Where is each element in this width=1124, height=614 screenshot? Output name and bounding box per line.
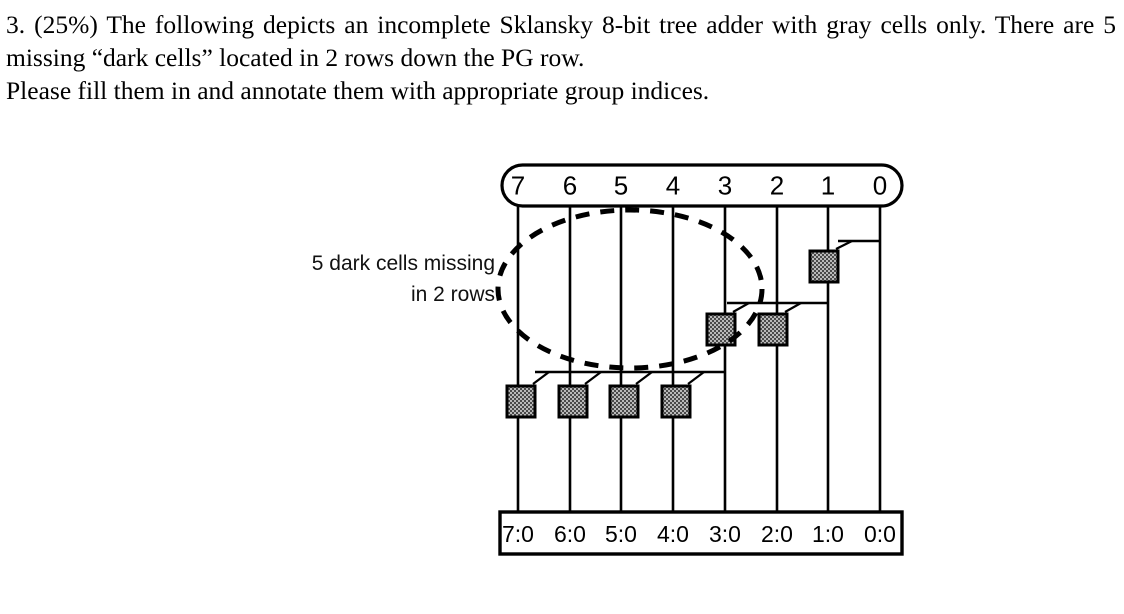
group-index-label-7-0: 7:0 [502,521,534,547]
connector-cell-row1-bit1 [835,240,853,250]
bit-index-label-2: 2 [770,171,784,201]
bit-index-label-3: 3 [718,171,732,201]
annotation-line-2: in 2 rows [410,283,495,306]
missing-cells-annotation: 5 dark cells missing in 2 rows [205,248,495,310]
cell-row3-bit5 [608,384,640,419]
problem-line-2: Please fill them in and annotate them wi… [6,76,710,105]
cell-row3-bit6 [557,384,589,419]
problem-statement: 3. (25%) The following depicts an incomp… [6,8,1116,107]
bit-index-label-7: 7 [511,171,525,201]
group-index-label-4-0: 4:0 [657,521,689,547]
cell-row2-bit2 [757,312,789,347]
bit-index-label-5: 5 [614,171,628,201]
connector-cell-row2-bit3 [732,302,750,313]
group-index-label-6-0: 6:0 [554,521,586,547]
group-index-label-2-0: 2:0 [761,521,793,547]
missing-cells-highlight-ellipse [495,207,765,371]
cell-row3-bit4-box [660,384,692,419]
group-index-label-3-0: 3:0 [709,521,741,547]
bus-horizontal-lines [535,239,880,374]
problem-line-1: 3. (25%) The following depicts an incomp… [6,10,1116,72]
cell-connector-jogs [532,240,853,385]
cell-row3-bit4 [660,384,692,419]
cell-row3-bit7 [505,384,537,419]
bit-index-label-0: 0 [873,171,887,201]
annotation-line-1: 5 dark cells missing [311,252,495,275]
sklansky-adder-diagram: 7 6 5 4 3 2 1 0 7:0 6:0 5:0 4:0 3:0 2:0 1:0 0:0 [495,163,904,556]
connector-cell-row3-bit5 [635,371,653,385]
cell-row1-bit1 [808,249,840,284]
group-index-label-1-0: 1:0 [812,521,844,547]
group-index-row: 7:0 6:0 5:0 4:0 3:0 2:0 1:0 0:0 [498,510,904,556]
bit-vertical-lines [516,206,882,512]
gray-cells [505,249,840,419]
group-index-label-5-0: 5:0 [605,521,637,547]
connector-cell-row3-bit7 [532,371,550,385]
cell-row1-bit1-box [808,249,840,284]
bit-index-row-outline [500,163,904,208]
group-index-row-outline [498,510,904,556]
cell-row3-bit5-box [608,384,640,419]
cell-row3-bit7-box [505,384,537,419]
cell-row2-bit2-box [757,312,789,347]
bit-index-row: 7 6 5 4 3 2 1 0 [500,163,904,208]
bit-index-label-6: 6 [563,171,577,201]
bit-index-label-4: 4 [666,171,680,201]
cell-row3-bit6-box [557,384,589,419]
connector-cell-row3-bit4 [687,371,705,385]
group-index-label-0-0: 0:0 [864,521,896,547]
connector-cell-row2-bit2 [784,302,802,313]
connector-cell-row3-bit6 [584,371,602,385]
bit-index-label-1: 1 [821,171,835,201]
